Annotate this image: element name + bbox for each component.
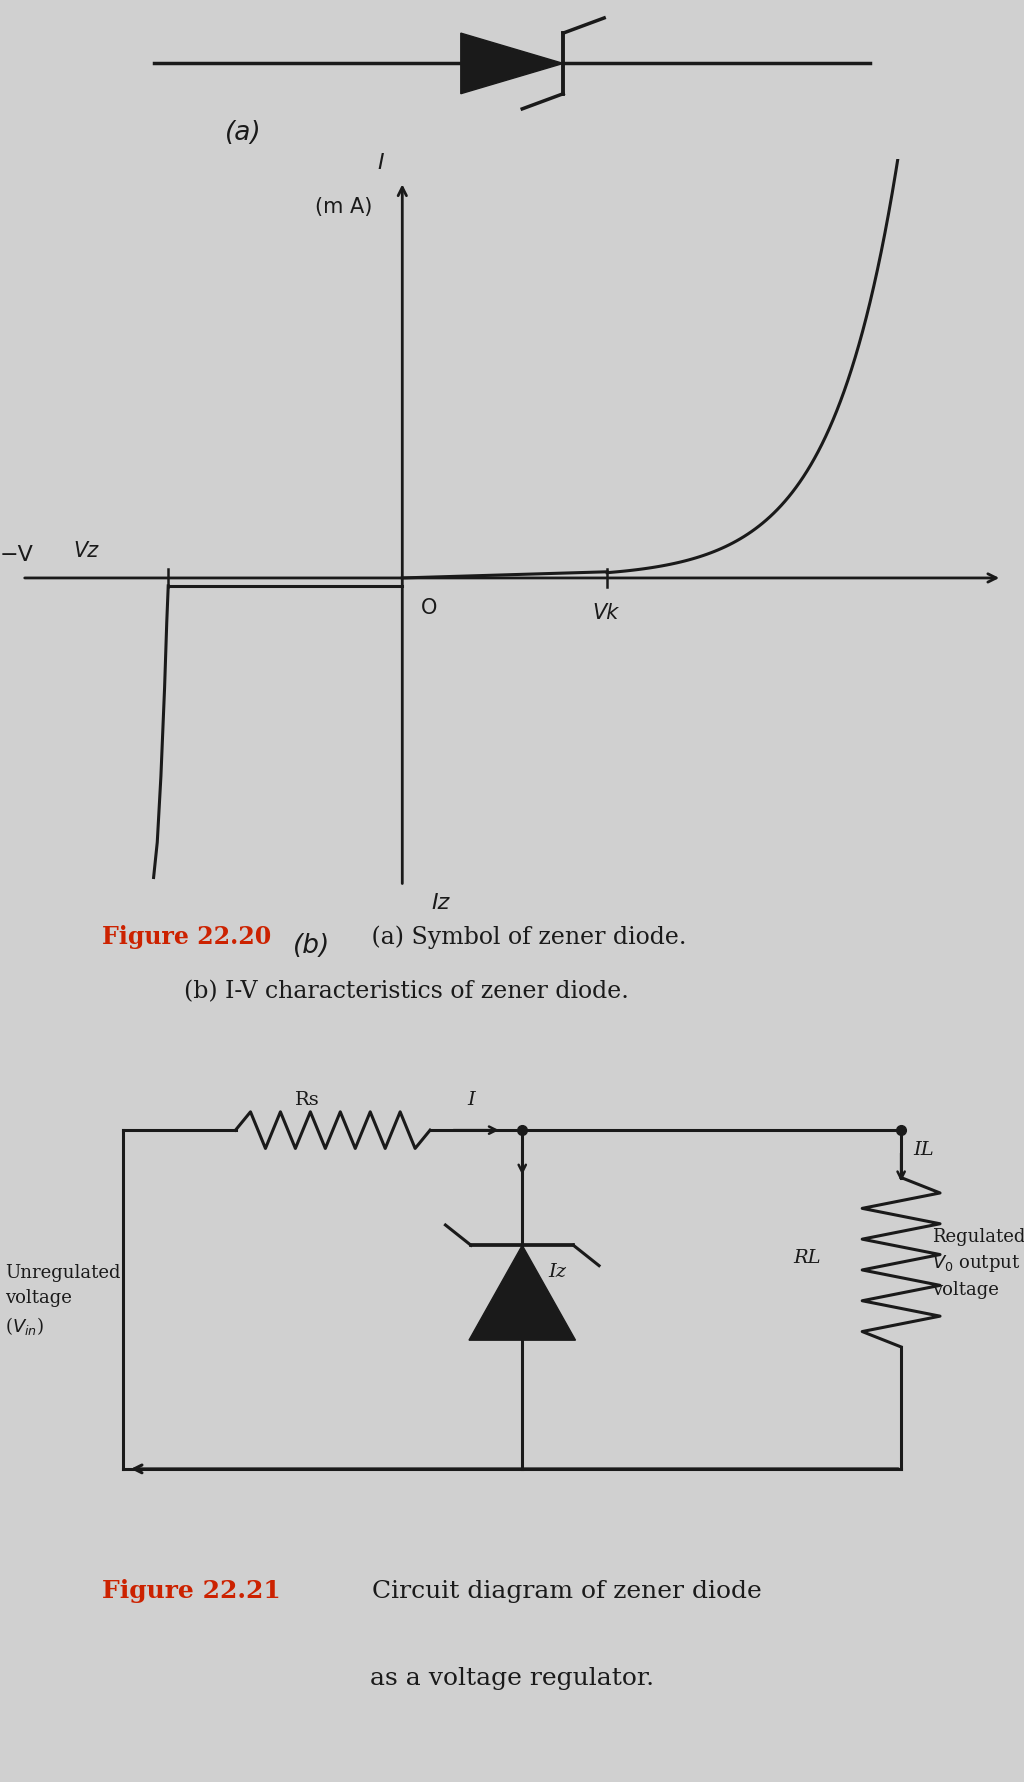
Text: RL: RL (794, 1249, 821, 1267)
Text: (b) I-V characteristics of zener diode.: (b) I-V characteristics of zener diode. (154, 980, 629, 1001)
Text: (a) Symbol of zener diode.: (a) Symbol of zener diode. (364, 925, 686, 948)
Text: Iz: Iz (431, 893, 450, 912)
Text: Regulated
$V_0$ output
voltage: Regulated $V_0$ output voltage (932, 1226, 1024, 1299)
Text: −V: −V (0, 545, 34, 565)
Text: I: I (467, 1091, 475, 1108)
Text: Unregulated
voltage
($V_{in}$): Unregulated voltage ($V_{in}$) (5, 1263, 121, 1336)
Text: Figure 22.21: Figure 22.21 (102, 1579, 282, 1602)
Polygon shape (461, 34, 563, 94)
Polygon shape (469, 1246, 575, 1340)
Text: Circuit diagram of zener diode: Circuit diagram of zener diode (364, 1579, 761, 1602)
Text: (m A): (m A) (315, 198, 373, 217)
Text: Figure 22.20: Figure 22.20 (102, 925, 271, 948)
Text: Vz: Vz (73, 540, 98, 561)
Text: O: O (421, 597, 437, 618)
Text: IL: IL (913, 1140, 934, 1158)
Text: (b): (b) (293, 932, 330, 959)
Text: (a): (a) (225, 119, 262, 146)
Text: Rs: Rs (295, 1091, 319, 1108)
Text: I: I (377, 153, 384, 173)
Text: Vk: Vk (593, 602, 618, 622)
Text: Iz: Iz (548, 1262, 566, 1279)
Text: as a voltage regulator.: as a voltage regulator. (370, 1666, 654, 1689)
